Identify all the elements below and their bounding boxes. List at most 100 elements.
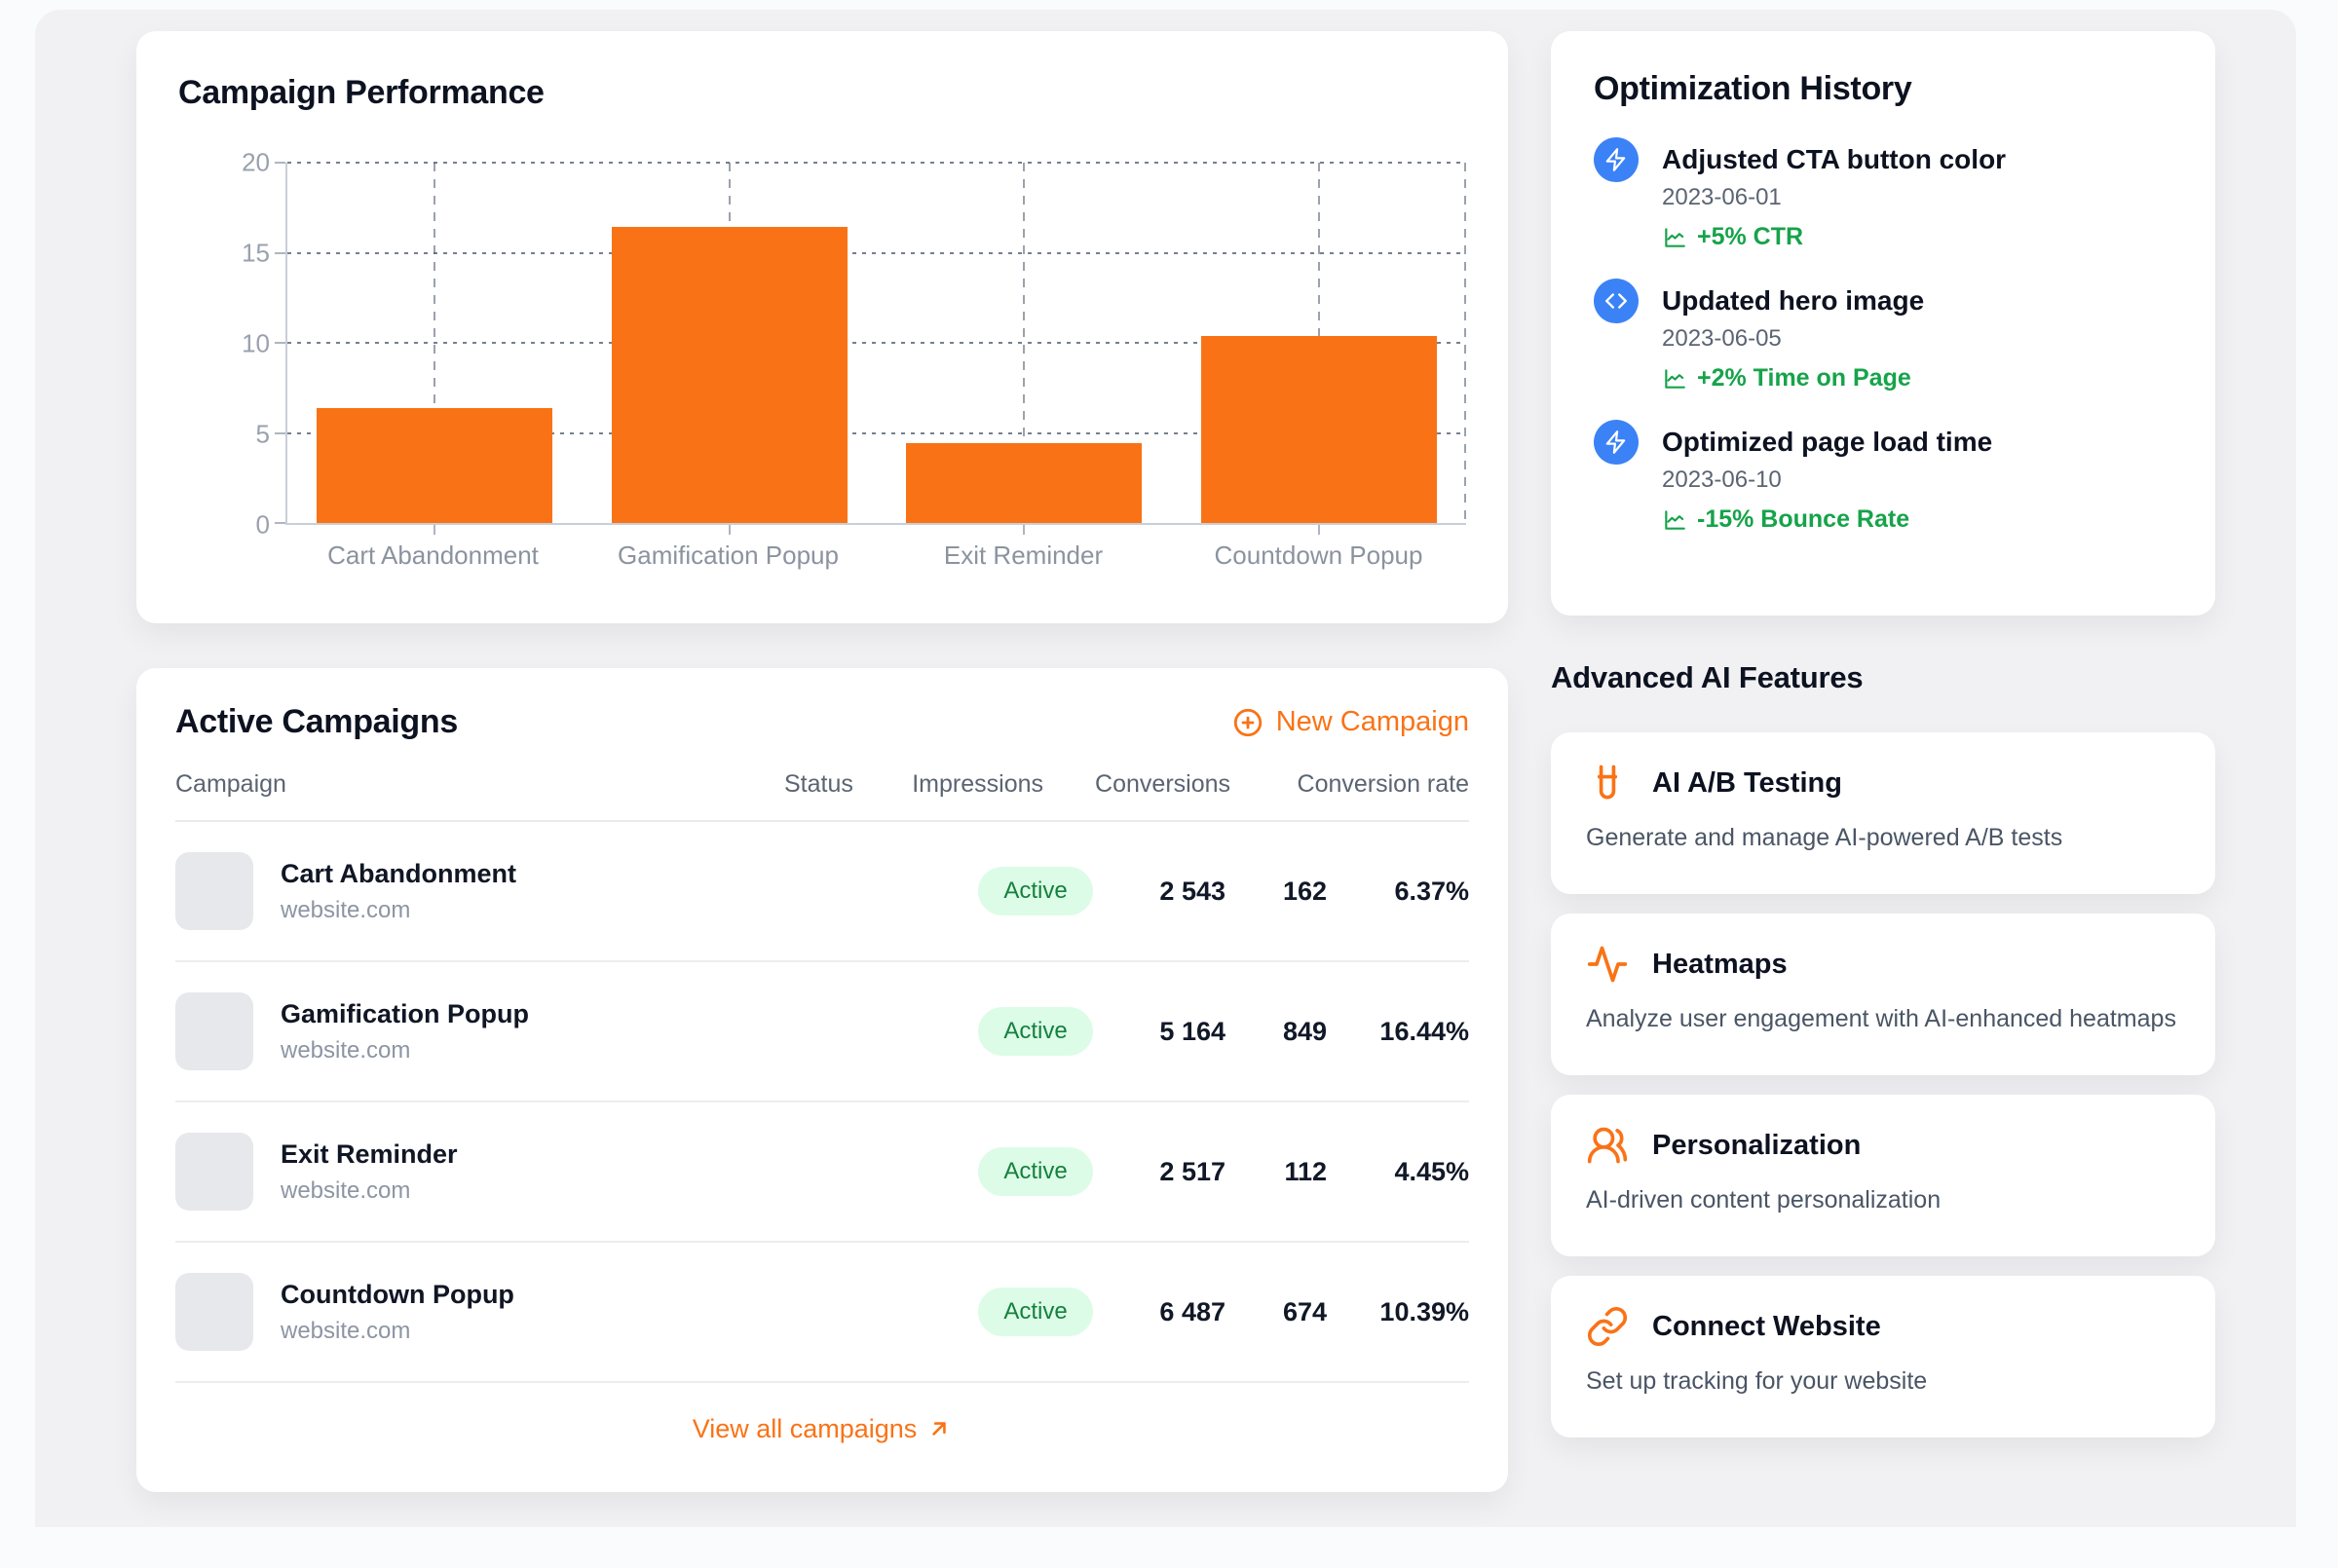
gridline-horizontal (287, 431, 1466, 434)
feature-description: Set up tracking for your website (1586, 1367, 1928, 1395)
users-icon (1586, 1124, 1629, 1167)
table-row[interactable]: Countdown Popup website.com Active 6 487… (175, 1243, 1469, 1383)
y-axis-tick-label: 15 (242, 238, 270, 268)
campaign-name: Countdown Popup (281, 1279, 514, 1309)
chart-x-axis-labels: Cart Abandonment Gamification Popup Exit R… (285, 525, 1466, 570)
chart-line-icon (1662, 366, 1687, 392)
campaign-name: Gamification Popup (281, 998, 530, 1028)
zap-icon (1594, 420, 1639, 465)
link-icon (1586, 1305, 1629, 1348)
chart-bar (906, 442, 1143, 523)
chart-y-axis-labels: 0 5 10 15 20 (178, 148, 285, 540)
conversions-value: 674 (1282, 1296, 1327, 1326)
code-icon (1594, 279, 1639, 323)
col-conversion-rate: Conversion rate (1297, 770, 1469, 798)
feature-title: AI A/B Testing (1652, 766, 1842, 799)
campaigns-title: Active Campaigns (175, 703, 458, 740)
conversion-rate-value: 16.44% (1379, 1016, 1469, 1046)
chart-bar (317, 408, 553, 523)
chart-line-icon (1662, 225, 1687, 250)
chart-line-icon (1662, 507, 1687, 533)
view-all-label: View all campaigns (692, 1413, 918, 1443)
y-axis-tick-label: 5 (255, 419, 270, 449)
conversions-value: 849 (1282, 1016, 1327, 1046)
col-campaign: Campaign (175, 770, 286, 798)
y-axis-tick (275, 251, 285, 254)
conversions-value: 112 (1284, 1156, 1327, 1186)
conversion-rate-value: 4.45% (1394, 1156, 1469, 1186)
optimization-history-card: Optimization History Adjusted CTA button… (1551, 31, 2215, 616)
history-item-metric: +2% Time on Page (1697, 364, 1911, 392)
impressions-value: 2 517 (1159, 1156, 1226, 1186)
history-item-date: 2023-06-01 (1662, 184, 1782, 210)
campaign-thumbnail (175, 992, 253, 1070)
history-title: Optimization History (1594, 70, 1912, 107)
new-campaign-button[interactable]: New Campaign (1231, 706, 1469, 739)
history-item: Adjusted CTA button color 2023-06-01 +5%… (1594, 137, 2172, 251)
impressions-value: 5 164 (1159, 1016, 1226, 1046)
test-tube-icon (1586, 762, 1629, 804)
y-axis-tick-label: 20 (242, 147, 270, 177)
conversion-rate-value: 10.39% (1379, 1296, 1469, 1326)
col-conversions: Conversions (1095, 770, 1230, 798)
col-status: Status (784, 770, 853, 798)
history-item: Optimized page load time 2023-06-10 -15%… (1594, 420, 2172, 534)
status-badge: Active (978, 1288, 1093, 1336)
x-axis-tick-label: Cart Abandonment (327, 541, 539, 570)
feature-card-personalization[interactable]: Personalization AI-driven content person… (1551, 1095, 2215, 1256)
y-axis-tick (275, 162, 285, 164)
campaign-name: Cart Abandonment (281, 858, 516, 888)
table-row[interactable]: Cart Abandonment website.com Active 2 54… (175, 822, 1469, 962)
campaign-thumbnail (175, 1133, 253, 1211)
chart-plot (275, 162, 1466, 535)
table-row[interactable]: Exit Reminder website.com Active 2 517 1… (175, 1102, 1469, 1243)
feature-card-heatmaps[interactable]: Heatmaps Analyze user engagement with AI… (1551, 914, 2215, 1075)
campaign-domain: website.com (281, 1176, 411, 1204)
x-axis-tick (434, 525, 436, 535)
campaign-name: Exit Reminder (281, 1139, 458, 1169)
y-axis-tick (275, 431, 285, 434)
history-item-title: Adjusted CTA button color (1662, 144, 2007, 174)
activity-icon (1586, 943, 1629, 986)
gridline-horizontal (287, 342, 1466, 344)
gridline-horizontal (287, 162, 1466, 164)
new-campaign-label: New Campaign (1275, 706, 1469, 737)
y-axis-tick-label: 0 (255, 509, 270, 540)
status-badge: Active (978, 1007, 1093, 1056)
x-axis-tick (1317, 525, 1320, 535)
x-axis-tick (728, 525, 731, 535)
feature-title: Personalization (1652, 1129, 1862, 1161)
history-item-date: 2023-06-05 (1662, 325, 1782, 352)
zap-icon (1594, 137, 1639, 182)
y-axis-tick (275, 342, 285, 344)
campaign-domain: website.com (281, 1036, 411, 1064)
history-item-date: 2023-06-10 (1662, 467, 1782, 493)
history-item-metric: -15% Bounce Rate (1697, 505, 1910, 533)
view-all-campaigns-link[interactable]: View all campaigns (693, 1414, 953, 1444)
x-axis-tick-label: Countdown Popup (1214, 541, 1423, 570)
active-campaigns-card: Active Campaigns New Campaign Campaign S… (136, 668, 1508, 1492)
y-axis-tick-label: 10 (242, 328, 270, 358)
circle-plus-icon (1231, 706, 1264, 739)
feature-description: AI-driven content personalization (1586, 1186, 1942, 1213)
campaign-performance-chart: 0 5 10 15 20 (178, 148, 1466, 540)
feature-card-connect-website[interactable]: Connect Website Set up tracking for your… (1551, 1276, 2215, 1437)
gridline-vertical (1023, 163, 1026, 523)
feature-description: Analyze user engagement with AI-enhanced… (1586, 1005, 2176, 1032)
feature-description: Generate and manage AI-powered A/B tests (1586, 824, 2063, 851)
impressions-value: 6 487 (1159, 1296, 1226, 1326)
conversion-rate-value: 6.37% (1394, 876, 1469, 906)
campaign-domain: website.com (281, 896, 411, 923)
x-axis-tick-label: Gamification Popup (618, 541, 839, 570)
history-item-title: Updated hero image (1662, 285, 1925, 316)
status-badge: Active (978, 867, 1093, 915)
chart-bar (611, 226, 848, 523)
gridline-vertical (434, 163, 436, 523)
gridline-horizontal (287, 251, 1466, 254)
conversions-value: 162 (1282, 876, 1327, 906)
feature-card-ab-testing[interactable]: AI A/B Testing Generate and manage AI-po… (1551, 732, 2215, 894)
x-axis-tick-label: Exit Reminder (943, 541, 1104, 570)
y-axis-tick (275, 522, 285, 524)
table-row[interactable]: Gamification Popup website.com Active 5 … (175, 962, 1469, 1102)
